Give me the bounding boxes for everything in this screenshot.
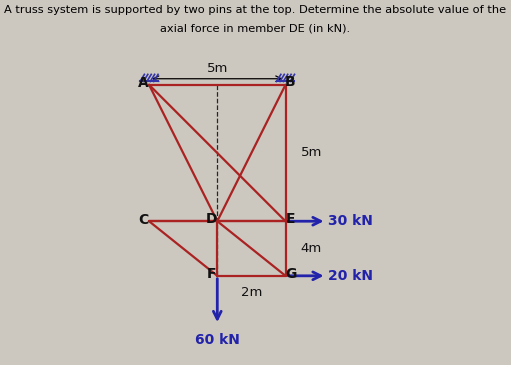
Text: A: A — [138, 76, 149, 91]
Text: A truss system is supported by two pins at the top. Determine the absolute value: A truss system is supported by two pins … — [5, 5, 506, 15]
Text: E: E — [286, 212, 295, 226]
Text: F: F — [206, 268, 216, 281]
Text: 5m: 5m — [206, 62, 228, 75]
Text: B: B — [285, 75, 296, 89]
Text: axial force in member DE (in kN).: axial force in member DE (in kN). — [160, 24, 351, 34]
Text: C: C — [138, 213, 148, 227]
Text: 2m: 2m — [241, 286, 262, 299]
Text: D: D — [205, 212, 217, 226]
Text: 30 kN: 30 kN — [328, 214, 373, 228]
Text: 60 kN: 60 kN — [195, 333, 240, 347]
Text: 4m: 4m — [300, 242, 322, 255]
Text: 20 kN: 20 kN — [328, 269, 373, 283]
Text: 5m: 5m — [300, 146, 322, 160]
Text: G: G — [285, 268, 296, 281]
